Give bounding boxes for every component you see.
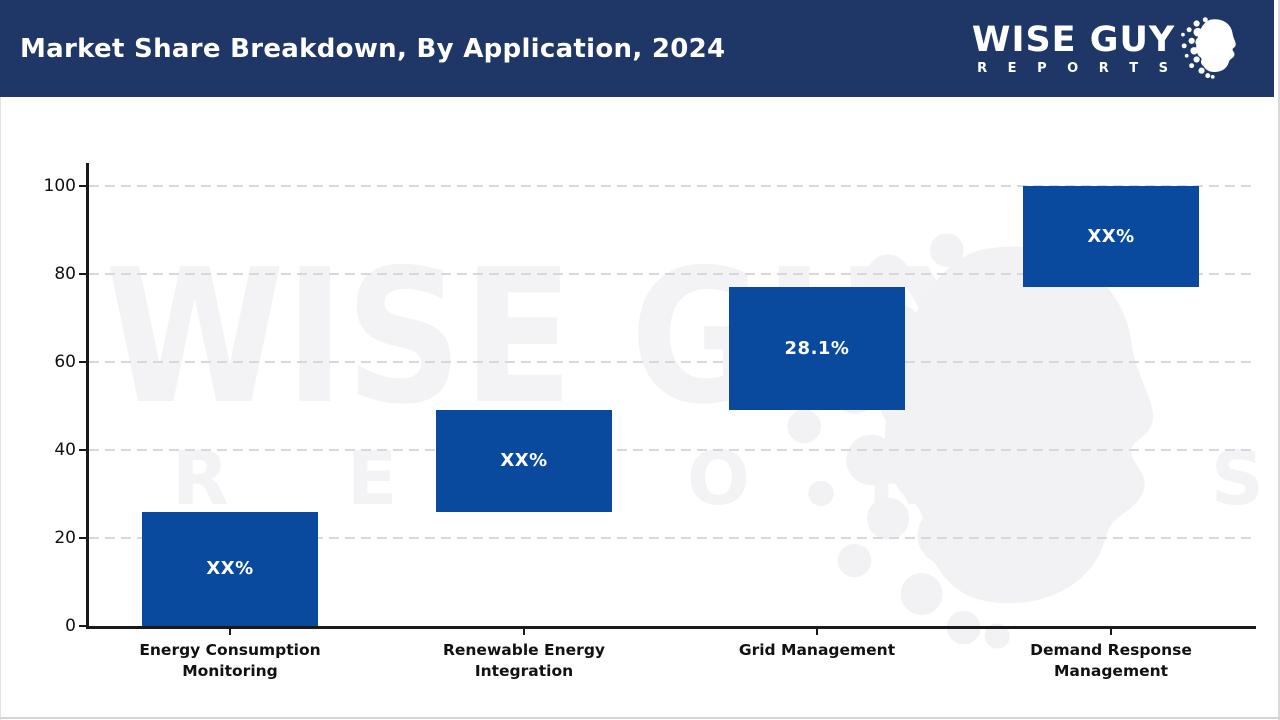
x-category-label: Renewable Energy Integration	[442, 641, 606, 680]
gridline	[89, 273, 1256, 275]
x-tick-mark	[523, 626, 525, 635]
logo-brand-text: WISE GUY	[971, 19, 1176, 60]
y-tick-mark	[79, 185, 87, 187]
bar-segment-demand-response-management: XX%	[1023, 186, 1199, 287]
y-tick-label: 80	[54, 264, 76, 284]
logo-face-icon	[1181, 17, 1236, 79]
bar-value-label: XX%	[206, 558, 254, 580]
bar-segment-energy-consumption-monitoring: XX%	[142, 511, 318, 626]
y-tick-label: 100	[43, 176, 76, 196]
x-category-label: Grid Management	[738, 641, 896, 659]
figure-right-border	[1278, 0, 1280, 720]
logo-subtitle-text: R E P O R T S	[977, 60, 1176, 76]
gridline	[89, 537, 1256, 539]
gridline	[89, 361, 1256, 363]
y-tick-mark	[79, 625, 87, 627]
bar-segment-grid-management: 28.1%	[729, 286, 905, 411]
chart-title: Market Share Breakdown, By Application, …	[20, 33, 726, 64]
y-tick-mark	[79, 273, 87, 275]
y-axis-line	[86, 163, 89, 629]
bar-value-label: XX%	[1087, 225, 1135, 247]
x-axis-line	[86, 626, 1256, 629]
y-tick-label: 60	[54, 352, 76, 372]
x-tick-mark	[816, 626, 818, 635]
y-tick-mark	[79, 449, 87, 451]
y-tick-label: 40	[54, 440, 76, 460]
header-bar: Market Share Breakdown, By Application, …	[0, 0, 1274, 97]
y-tick-mark	[79, 537, 87, 539]
y-tick-label: 0	[65, 616, 76, 636]
bar-value-label: XX%	[500, 450, 548, 472]
logo-wordmark: WISE GUY R E P O R T S	[971, 20, 1176, 77]
gridline	[89, 185, 1256, 187]
x-category-label: Energy Consumption Monitoring	[139, 641, 321, 680]
bar-segment-renewable-energy-integration: XX%	[436, 410, 612, 512]
x-category-label: Demand Response Management	[1030, 641, 1192, 680]
x-tick-mark	[1110, 626, 1112, 635]
gridline	[89, 449, 1256, 451]
y-tick-mark	[79, 361, 87, 363]
figure-bottom-border	[0, 717, 1280, 719]
y-tick-label: 20	[54, 528, 76, 548]
brand-logo: WISE GUY R E P O R T S	[971, 8, 1240, 88]
bar-value-label: 28.1%	[784, 338, 850, 360]
x-tick-mark	[229, 626, 231, 635]
chart-canvas: WISE GUY R E P O R T S 0 20 40 60 80 100 XX% …	[0, 97, 1280, 718]
figure-left-border	[0, 97, 1, 720]
